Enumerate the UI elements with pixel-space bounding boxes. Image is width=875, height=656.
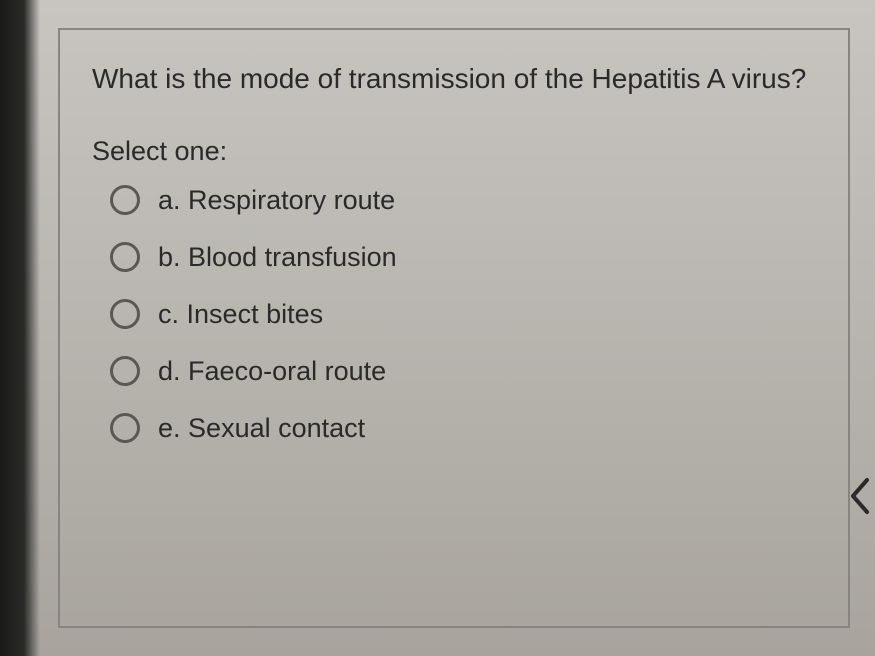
option-text: Insect bites xyxy=(187,299,324,329)
option-e[interactable]: e. Sexual contact xyxy=(110,413,816,444)
radio-icon xyxy=(110,185,140,215)
option-label: b. Blood transfusion xyxy=(158,242,397,273)
question-card: What is the mode of transmission of the … xyxy=(58,28,850,628)
option-text: Sexual contact xyxy=(188,413,365,443)
radio-icon xyxy=(110,413,140,443)
radio-icon xyxy=(110,299,140,329)
option-label: d. Faeco-oral route xyxy=(158,356,386,387)
option-letter: c. xyxy=(158,299,179,329)
options-group: a. Respiratory route b. Blood transfusio… xyxy=(92,185,816,444)
option-label: c. Insect bites xyxy=(158,299,323,330)
option-letter: a. xyxy=(158,185,181,215)
screen-edge xyxy=(0,0,40,656)
option-letter: b. xyxy=(158,242,181,272)
option-text: Blood transfusion xyxy=(188,242,397,272)
chevron-left-icon xyxy=(847,476,871,516)
option-d[interactable]: d. Faeco-oral route xyxy=(110,356,816,387)
select-instruction: Select one: xyxy=(92,136,816,167)
option-letter: e. xyxy=(158,413,181,443)
radio-icon xyxy=(110,242,140,272)
question-text: What is the mode of transmission of the … xyxy=(92,60,816,98)
option-label: a. Respiratory route xyxy=(158,185,395,216)
option-a[interactable]: a. Respiratory route xyxy=(110,185,816,216)
option-c[interactable]: c. Insect bites xyxy=(110,299,816,330)
radio-icon xyxy=(110,356,140,386)
option-b[interactable]: b. Blood transfusion xyxy=(110,242,816,273)
option-text: Respiratory route xyxy=(188,185,395,215)
option-text: Faeco-oral route xyxy=(188,356,386,386)
option-letter: d. xyxy=(158,356,181,386)
option-label: e. Sexual contact xyxy=(158,413,365,444)
